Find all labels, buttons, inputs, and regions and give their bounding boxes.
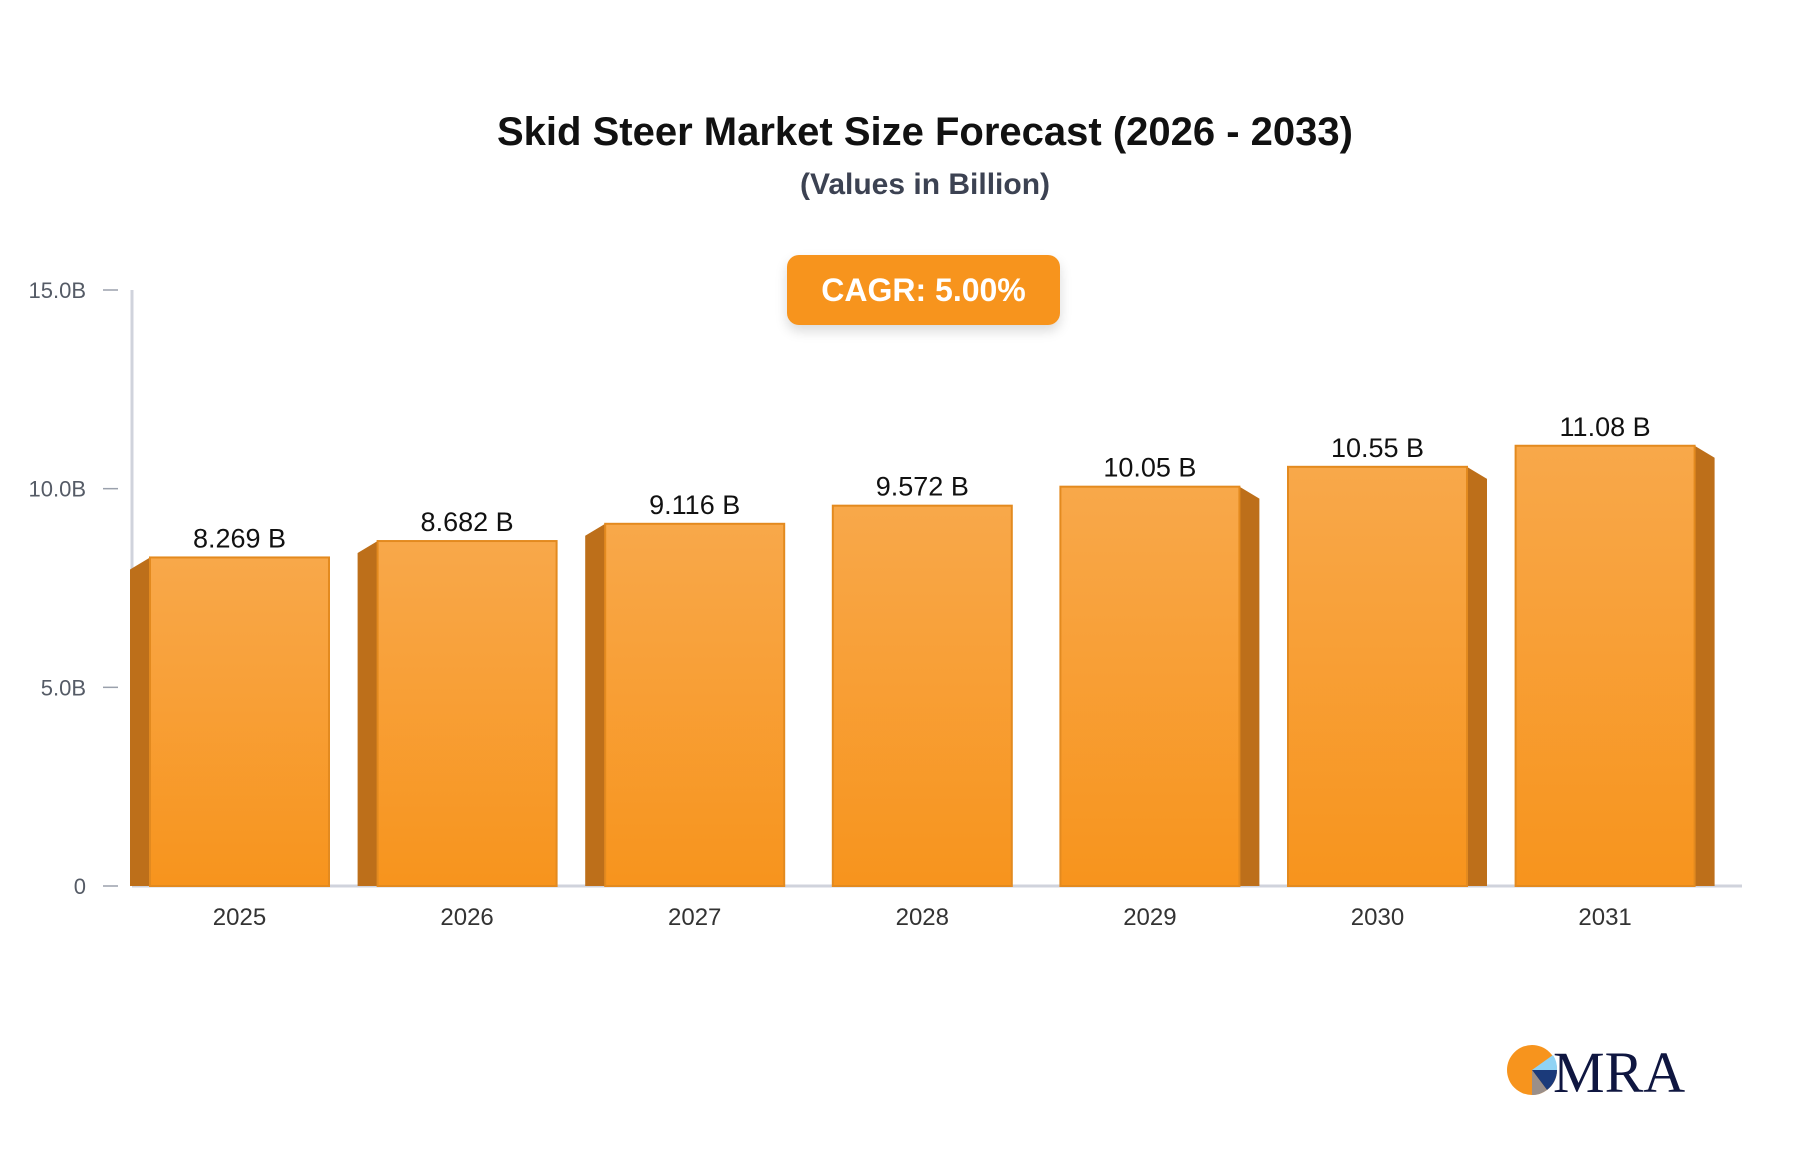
data-label: 10.55 B: [1331, 433, 1424, 463]
cagr-badge: CAGR: 5.00%: [787, 255, 1060, 325]
mra-logo: MRA: [1505, 1040, 1695, 1100]
x-tick-label: 2026: [440, 904, 493, 931]
y-tick-label: 10.0B: [29, 477, 87, 502]
y-tick-label: 15.0B: [29, 278, 87, 303]
svg-text:MRA: MRA: [1553, 1040, 1685, 1100]
bar-side: [1239, 486, 1260, 886]
data-label: 9.116 B: [649, 490, 740, 520]
x-tick-label: 2029: [1123, 904, 1176, 931]
x-tick-label: 2030: [1351, 904, 1404, 931]
bar-2029: [1059, 485, 1241, 887]
bar-2030: [1287, 465, 1468, 887]
bar-2031: [1514, 444, 1696, 887]
data-label: 10.05 B: [1103, 453, 1196, 483]
data-label: 11.08 B: [1560, 412, 1651, 442]
bar-side: [585, 523, 606, 886]
bar-2027: [604, 522, 786, 888]
x-tick-label: 2028: [896, 904, 949, 931]
bar-side: [1694, 445, 1715, 886]
bar-side: [130, 557, 150, 886]
data-label: 9.572 B: [876, 472, 969, 502]
chart-title: Skid Steer Market Size Forecast (2026 - …: [497, 110, 1353, 154]
x-tick-label: 2025: [213, 904, 266, 931]
data-label: 8.682 B: [421, 507, 514, 537]
y-tick-label: 5.0B: [41, 675, 86, 700]
data-label: 8.269 B: [193, 523, 286, 553]
bar-2025: [149, 556, 330, 887]
bar-side: [357, 541, 378, 886]
bar-2026: [376, 540, 558, 888]
chart-subtitle: (Values in Billion): [799, 168, 1051, 201]
bar-2028: [831, 504, 1013, 887]
bar-side: [1467, 466, 1487, 886]
y-tick-label: 0: [74, 874, 86, 899]
x-tick-label: 2027: [668, 904, 721, 931]
x-tick-label: 2031: [1578, 904, 1631, 931]
